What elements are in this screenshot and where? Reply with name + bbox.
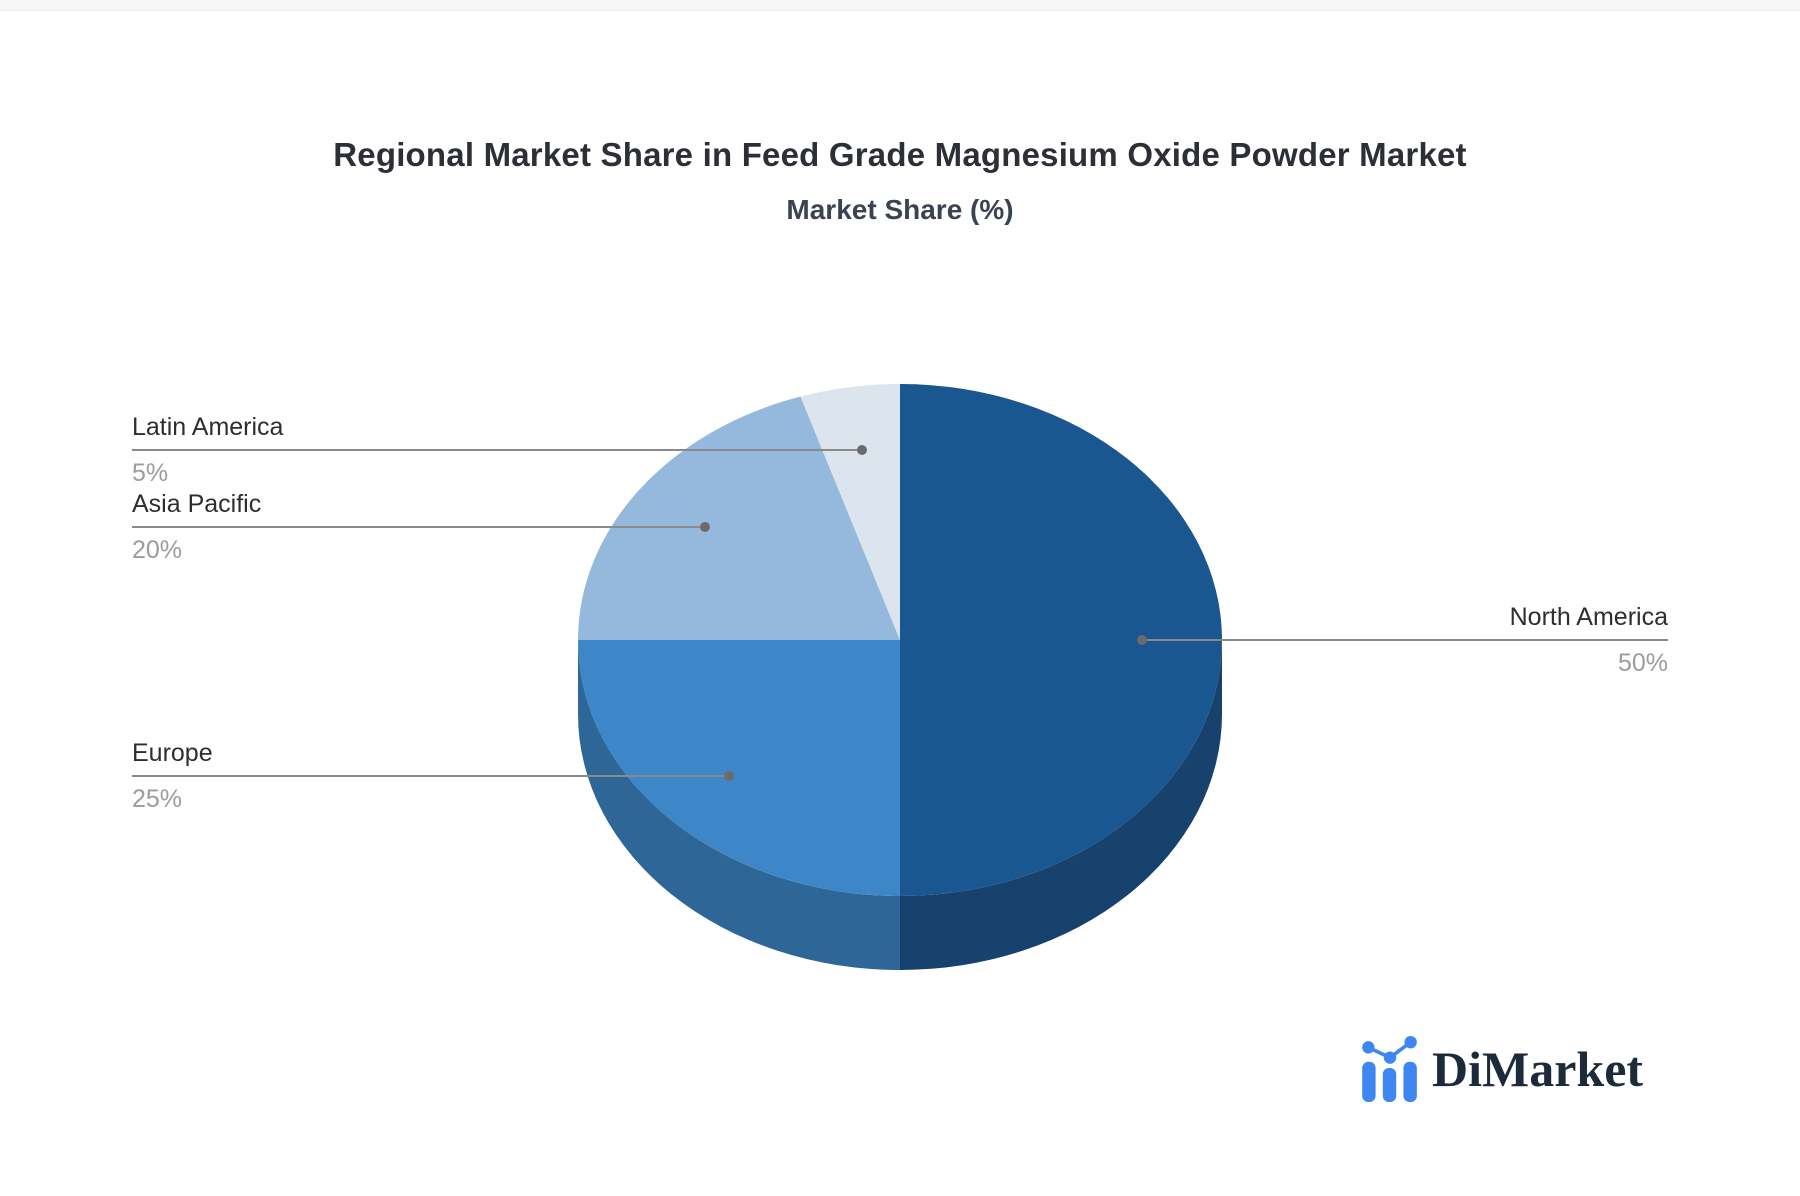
label-latin-america: Latin America 5% — [132, 412, 692, 488]
slice-percent: 25% — [132, 785, 183, 813]
connector-dot — [1137, 635, 1147, 645]
pie-side-europe — [578, 640, 900, 970]
connector-dot — [700, 522, 710, 532]
slice-percent: 5% — [132, 459, 169, 487]
pie-side-north-america — [900, 640, 1222, 970]
slice-percent: 20% — [132, 536, 183, 564]
label-europe: Europe 25% — [132, 738, 692, 814]
connector-dot — [724, 771, 734, 781]
slice-percent: 50% — [1617, 649, 1668, 677]
chart-subtitle: Market Share (%) — [786, 194, 1014, 225]
pie-slice-latin-america[interactable] — [800, 384, 900, 640]
pie-slice-north-america[interactable] — [900, 384, 1222, 896]
label-asia-pacific: Asia Pacific 20% — [132, 489, 692, 565]
bar-chart-logo-icon — [1362, 1036, 1417, 1102]
slice-name: Latin America — [132, 413, 284, 441]
top-strip — [0, 0, 1800, 11]
chart-title: Regional Market Share in Feed Grade Magn… — [333, 136, 1467, 173]
brand-name: DiMarket — [1432, 1041, 1644, 1097]
slice-name: North America — [1509, 603, 1668, 631]
connector-dot — [857, 445, 867, 455]
pie-slice-europe[interactable] — [578, 640, 900, 896]
pie-slice-asia-pacific[interactable] — [578, 396, 900, 640]
slice-name: Asia Pacific — [132, 490, 262, 518]
slice-name: Europe — [132, 739, 213, 767]
label-north-america: North America 50% — [1108, 602, 1668, 678]
brand-logo: DiMarket — [1360, 1036, 1643, 1102]
